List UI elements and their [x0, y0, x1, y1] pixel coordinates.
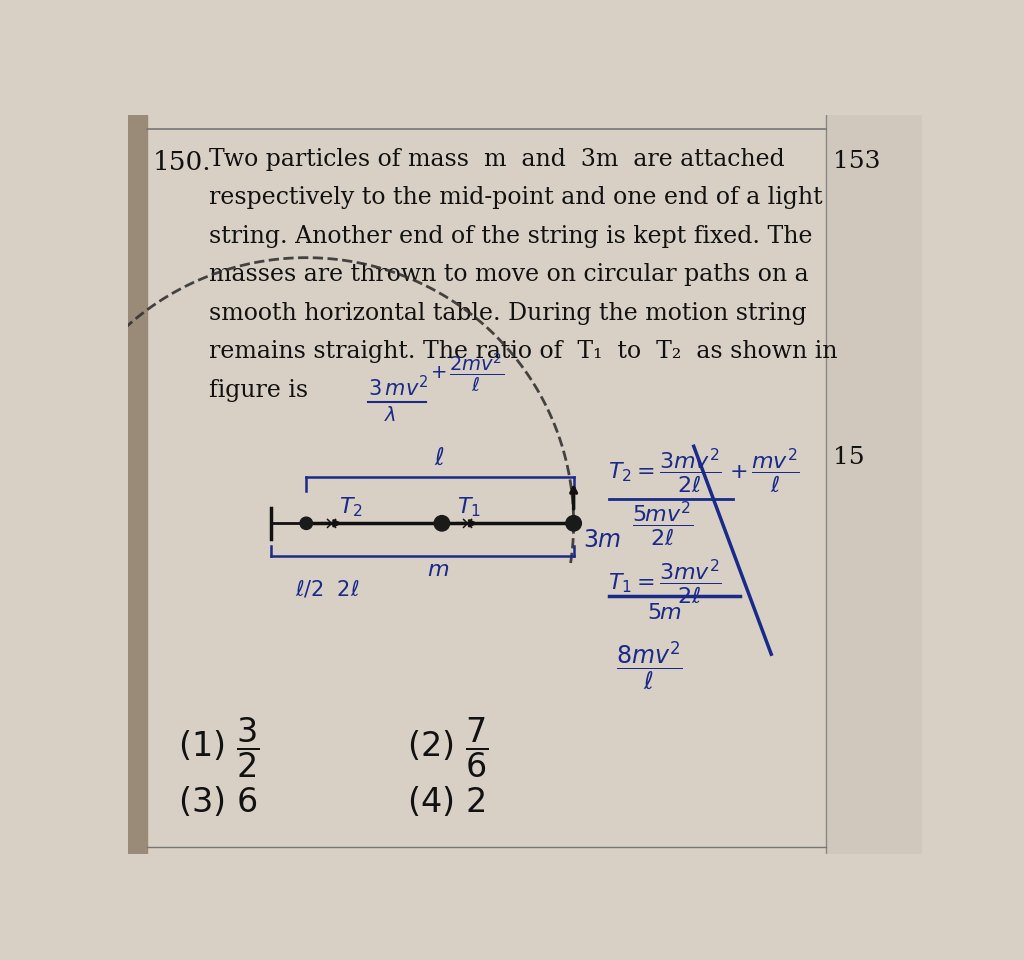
- Text: $T_2 = \dfrac{3mv^2}{2\ell}$: $T_2 = \dfrac{3mv^2}{2\ell}$: [608, 446, 722, 494]
- Text: $\ell$: $\ell$: [434, 446, 444, 469]
- Circle shape: [300, 517, 312, 530]
- Text: $(2)\ \dfrac{7}{6}$: $(2)\ \dfrac{7}{6}$: [407, 716, 488, 780]
- Text: $+\,\dfrac{2mv^2}{\ell}$: $+\,\dfrac{2mv^2}{\ell}$: [430, 351, 505, 394]
- Text: 150.: 150.: [153, 150, 211, 175]
- Text: $5m$: $5m$: [647, 602, 682, 624]
- Text: figure is: figure is: [209, 378, 308, 401]
- Text: $+\,\dfrac{mv^2}{\ell}$: $+\,\dfrac{mv^2}{\ell}$: [729, 446, 799, 494]
- Text: $\dfrac{8mv^2}{\ell}$: $\dfrac{8mv^2}{\ell}$: [616, 638, 683, 690]
- Text: $(4)\ 2$: $(4)\ 2$: [407, 785, 485, 819]
- Text: $m$: $m$: [427, 560, 450, 582]
- Text: 15: 15: [834, 446, 865, 469]
- Circle shape: [566, 516, 582, 531]
- Text: respectively to the mid-point and one end of a light: respectively to the mid-point and one en…: [209, 186, 823, 209]
- Text: $(1)\ \dfrac{3}{2}$: $(1)\ \dfrac{3}{2}$: [178, 716, 260, 780]
- Text: string. Another end of the string is kept fixed. The: string. Another end of the string is kep…: [209, 225, 813, 248]
- Text: $\dfrac{5mv^2}{2\ell}$: $\dfrac{5mv^2}{2\ell}$: [632, 500, 693, 548]
- Text: ×: ×: [324, 516, 339, 534]
- Text: $T_1 = \dfrac{3mv^2}{2\ell}$: $T_1 = \dfrac{3mv^2}{2\ell}$: [608, 558, 722, 606]
- Text: masses are thrown to move on circular paths on a: masses are thrown to move on circular pa…: [209, 263, 809, 286]
- Text: remains straight. The ratio of  T₁  to  T₂  as shown in: remains straight. The ratio of T₁ to T₂ …: [209, 340, 838, 363]
- Text: 153: 153: [834, 150, 881, 173]
- Text: $(3)\ 6$: $(3)\ 6$: [178, 785, 258, 819]
- Text: $T_2$: $T_2$: [339, 495, 362, 519]
- Text: $3m$: $3m$: [583, 530, 621, 552]
- Text: Two particles of mass  m  and  3m  are attached: Two particles of mass m and 3m are attac…: [209, 148, 785, 171]
- Text: $3\,mv^2$: $3\,mv^2$: [369, 375, 428, 400]
- Text: ×: ×: [459, 516, 474, 534]
- Circle shape: [434, 516, 450, 531]
- Text: smooth horizontal table. During the motion string: smooth horizontal table. During the moti…: [209, 301, 807, 324]
- Text: $T_1$: $T_1$: [458, 495, 481, 519]
- Text: $\ell/2$  $2\ell$: $\ell/2$ $2\ell$: [295, 579, 359, 600]
- Text: $\lambda$: $\lambda$: [384, 406, 396, 425]
- Bar: [825, 115, 922, 854]
- Bar: [128, 115, 147, 854]
